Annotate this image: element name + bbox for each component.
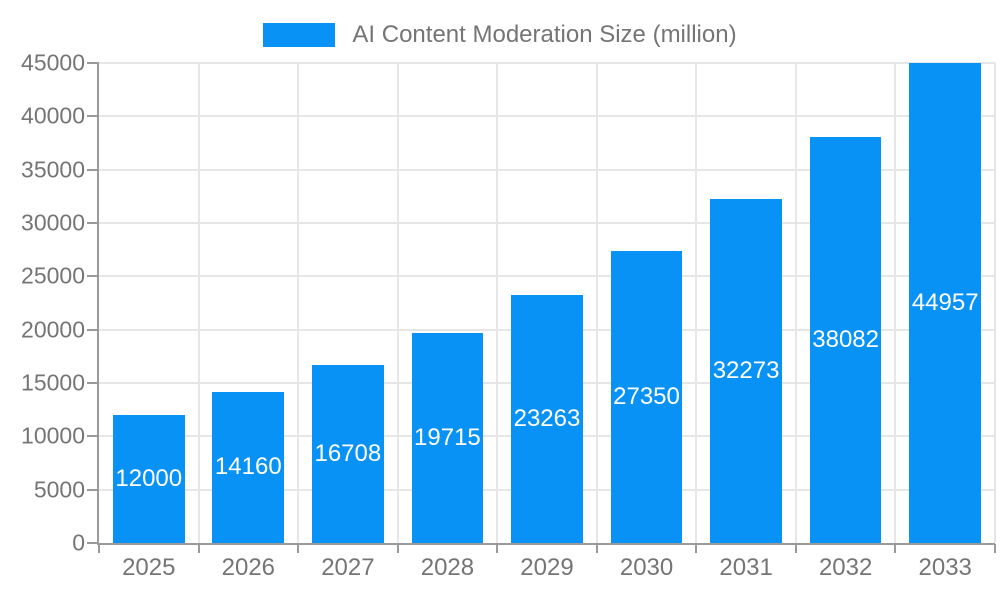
bar-slot: 27350 2030 <box>597 63 697 580</box>
gridline-vertical <box>496 63 499 543</box>
bar-value-label: 19715 <box>414 423 481 451</box>
legend-label: AI Content Moderation Size (million) <box>352 21 737 48</box>
bar-value-label: 27350 <box>613 383 680 411</box>
x-axis-tick <box>794 544 797 553</box>
x-axis-tick <box>496 544 499 553</box>
y-axis-tick <box>87 435 99 438</box>
x-axis-tick <box>197 544 200 553</box>
y-tick-label: 5000 <box>33 476 85 503</box>
y-tick-label: 10000 <box>21 422 85 449</box>
y-tick-label: 30000 <box>21 209 85 236</box>
bar-slot: 32273 2031 <box>696 63 796 580</box>
x-tick-label: 2031 <box>719 554 773 581</box>
y-axis-tick <box>87 488 99 491</box>
x-tick-label: 2027 <box>321 554 375 581</box>
bar-slot: 12000 2025 <box>99 63 199 580</box>
bar-slot: 19715 2028 <box>398 63 498 580</box>
gridline-vertical <box>794 63 797 543</box>
gridline-vertical <box>297 63 300 543</box>
gridline-horizontal <box>99 115 995 118</box>
legend-swatch <box>263 23 336 47</box>
y-tick-label: 35000 <box>21 156 85 183</box>
bar-2030[interactable]: 27350 <box>610 251 683 543</box>
bar-2028[interactable]: 19715 <box>411 332 484 543</box>
y-tick-label: 25000 <box>21 262 85 289</box>
y-axis-tick <box>87 542 99 544</box>
x-tick-label: 2029 <box>520 554 574 581</box>
gridline-vertical <box>994 63 996 543</box>
bar-2026[interactable]: 14160 <box>212 391 285 543</box>
bar-value-label: 38082 <box>812 325 879 353</box>
y-tick-label: 20000 <box>21 316 85 343</box>
bar-2025[interactable]: 12000 <box>112 415 185 543</box>
bar-value-label: 32273 <box>712 356 780 384</box>
y-axis-tick <box>87 275 99 278</box>
bar-2032[interactable]: 38082 <box>809 136 882 543</box>
bar-slot: 38082 2032 <box>796 63 896 580</box>
gridline-horizontal <box>99 275 995 278</box>
y-axis-tick <box>87 62 99 64</box>
bar-2031[interactable]: 32273 <box>710 198 782 543</box>
x-axis-tick <box>695 544 698 553</box>
chart-legend: AI Content Moderation Size (million) <box>0 21 1000 49</box>
x-tick-label: 2030 <box>619 554 674 581</box>
y-tick-label: 0 <box>72 529 85 556</box>
bar-2029[interactable]: 23263 <box>511 294 583 543</box>
x-axis-tick <box>98 544 100 553</box>
bar-slot: 23263 2029 <box>497 63 597 580</box>
x-tick-label: 2026 <box>221 554 276 581</box>
bar-value-label: 44957 <box>911 289 979 317</box>
legend-item[interactable]: AI Content Moderation Size (million) <box>263 21 737 49</box>
plot-area: 0 5000 10000 15000 20000 25000 30000 35000 40000… <box>21 51 996 580</box>
x-axis-tick <box>894 544 897 553</box>
y-tick-label: 45000 <box>21 49 85 76</box>
x-tick-label: 2032 <box>818 554 873 581</box>
x-tick-label: 2028 <box>420 554 475 581</box>
x-axis-tick <box>396 544 399 553</box>
gridline-vertical <box>197 63 200 543</box>
x-axis-tick <box>595 544 598 553</box>
bar-slot: 14160 2026 <box>199 63 299 580</box>
y-tick-label: 15000 <box>21 369 85 396</box>
y-tick-label: 40000 <box>21 102 85 129</box>
bar-slot: 44957 2033 <box>895 63 995 580</box>
x-axis-tick <box>297 544 300 553</box>
x-tick-label: 2033 <box>918 554 972 581</box>
gridline-horizontal <box>99 168 995 171</box>
x-axis-tick <box>994 544 996 553</box>
bar-2027[interactable]: 16708 <box>312 364 384 543</box>
bar-value-label: 14160 <box>214 453 282 481</box>
y-axis-tick <box>87 115 99 118</box>
gridline-vertical <box>695 63 698 543</box>
gridline-vertical <box>894 63 897 543</box>
gridline-horizontal <box>99 62 995 64</box>
y-axis-tick <box>87 381 99 384</box>
bar-2033[interactable]: 44957 <box>909 63 982 543</box>
bar-value-label: 16708 <box>314 439 382 467</box>
bar-slot: 16708 2027 <box>298 63 398 580</box>
bar-value-label: 23263 <box>513 404 581 432</box>
gridline-horizontal <box>99 221 995 224</box>
bar-value-label: 12000 <box>115 465 183 492</box>
y-axis-tick <box>87 168 99 171</box>
gridline-vertical <box>595 63 598 543</box>
y-axis-tick <box>87 328 99 331</box>
y-axis-tick <box>87 221 99 224</box>
x-tick-label: 2025 <box>122 554 176 581</box>
gridline-vertical <box>396 63 399 543</box>
